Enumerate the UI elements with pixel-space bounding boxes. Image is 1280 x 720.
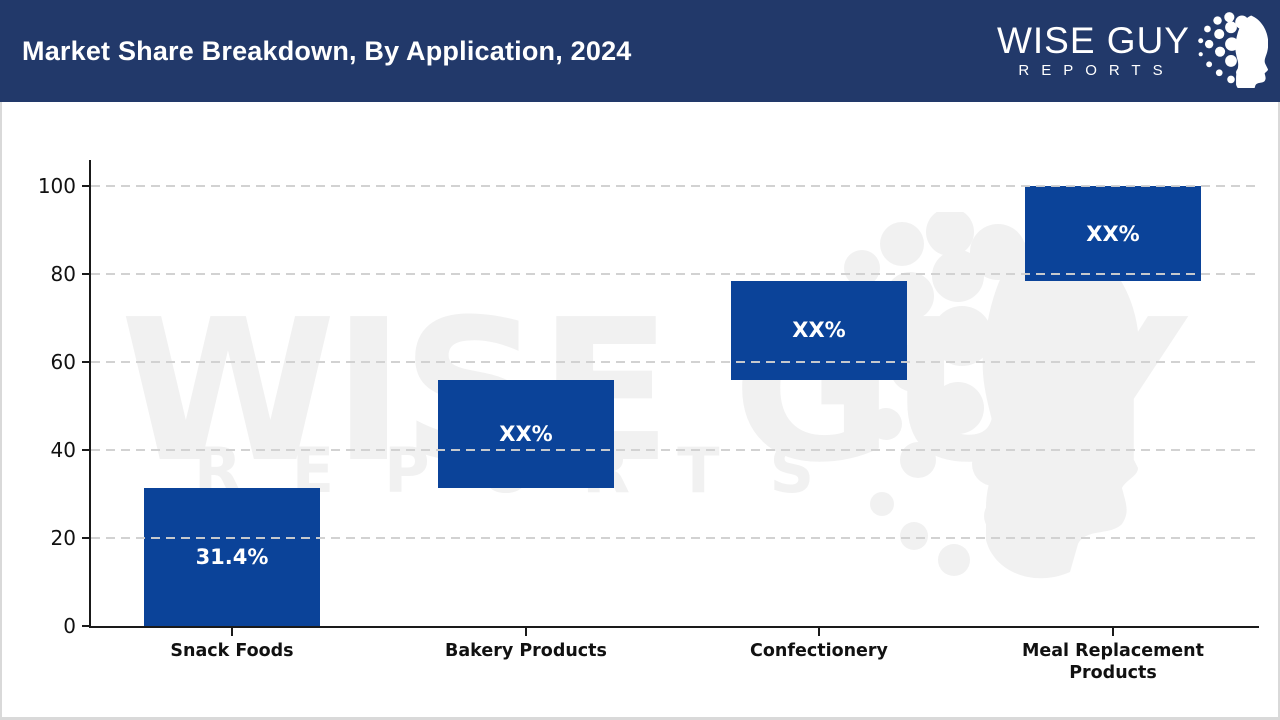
brand-logo: WISE GUY REPORTS xyxy=(997,12,1268,88)
y-tick-80 xyxy=(82,273,91,275)
y-axis-line xyxy=(89,160,91,628)
gridline-20 xyxy=(91,537,1255,539)
bar-value-label-snack-foods: 31.4% xyxy=(195,544,269,569)
bar-confectionery: XX% xyxy=(731,281,907,380)
waterfall-chart: WISE GUY REPORTS 02040608010031.4%Snack … xyxy=(2,102,1278,717)
brand-subtitle: REPORTS xyxy=(1018,62,1175,79)
y-tick-label-60: 60 xyxy=(50,350,76,374)
bar-value-label-bakery-products: XX% xyxy=(499,421,553,446)
x-tick-snack-foods xyxy=(231,628,233,636)
bar-snack-foods: 31.4% xyxy=(144,487,320,626)
y-tick-40 xyxy=(82,449,91,451)
y-tick-label-20: 20 xyxy=(50,526,76,550)
gridline-100 xyxy=(91,185,1255,187)
brand-face-icon xyxy=(1198,12,1268,88)
x-axis-line xyxy=(89,626,1259,628)
y-tick-label-100: 100 xyxy=(37,174,76,198)
gridline-40 xyxy=(91,449,1255,451)
gridline-60 xyxy=(91,361,1255,363)
y-tick-label-40: 40 xyxy=(50,438,76,462)
x-tick-meal-replacement-products xyxy=(1112,628,1114,636)
y-tick-20 xyxy=(82,537,91,539)
x-tick-bakery-products xyxy=(525,628,527,636)
y-tick-label-0: 0 xyxy=(63,614,76,638)
bar-bakery-products: XX% xyxy=(438,379,614,488)
y-tick-0 xyxy=(82,625,91,627)
header-bar: Market Share Breakdown, By Application, … xyxy=(0,0,1280,102)
category-label-confectionery: Confectionery xyxy=(750,641,888,661)
x-tick-confectionery xyxy=(818,628,820,636)
gridline-80 xyxy=(91,273,1255,275)
page-title: Market Share Breakdown, By Application, … xyxy=(22,36,632,66)
y-tick-60 xyxy=(82,361,91,363)
y-tick-100 xyxy=(82,185,91,187)
category-label-meal-replacement-products: Meal Replacement Products xyxy=(1021,641,1205,683)
brand-name: WISE GUY xyxy=(996,20,1190,61)
category-label-bakery-products: Bakery Products xyxy=(445,641,607,661)
bar-value-label-meal-replacement-products: XX% xyxy=(1086,221,1140,246)
y-tick-label-80: 80 xyxy=(50,262,76,286)
bar-meal-replacement-products: XX% xyxy=(1025,186,1201,282)
bar-value-label-confectionery: XX% xyxy=(792,318,846,343)
brand-text: WISE GUY REPORTS xyxy=(996,20,1190,80)
category-label-snack-foods: Snack Foods xyxy=(170,641,294,661)
